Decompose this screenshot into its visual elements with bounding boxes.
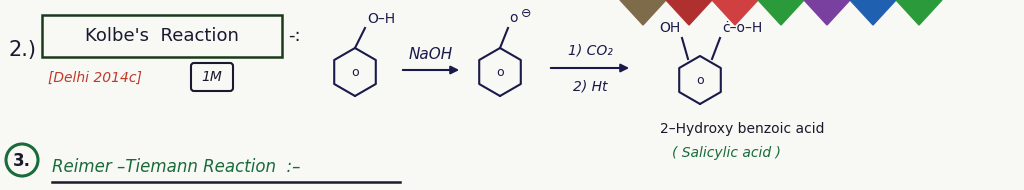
Text: Kolbe's  Reaction: Kolbe's Reaction bbox=[85, 27, 239, 45]
Polygon shape bbox=[620, 0, 666, 25]
Text: o: o bbox=[497, 66, 504, 79]
Text: Reimer –Tiemann Reaction  :–: Reimer –Tiemann Reaction :– bbox=[52, 158, 300, 176]
Text: ( Salicylic acid ): ( Salicylic acid ) bbox=[672, 146, 781, 160]
Text: ċ–o–H: ċ–o–H bbox=[722, 21, 762, 35]
Polygon shape bbox=[896, 0, 942, 25]
Polygon shape bbox=[804, 0, 850, 25]
Text: 2.): 2.) bbox=[8, 40, 36, 60]
Text: O–H: O–H bbox=[367, 12, 395, 26]
Text: 1) CO₂: 1) CO₂ bbox=[567, 44, 612, 58]
Polygon shape bbox=[850, 0, 896, 25]
Text: 1M: 1M bbox=[202, 70, 222, 84]
Polygon shape bbox=[712, 0, 758, 25]
Text: 2–Hydroxy benzoic acid: 2–Hydroxy benzoic acid bbox=[660, 122, 824, 136]
Text: 2) Ht: 2) Ht bbox=[572, 80, 607, 94]
Text: OH: OH bbox=[658, 21, 680, 35]
Text: -:: -: bbox=[288, 27, 301, 45]
Text: [Delhi 2014c]: [Delhi 2014c] bbox=[48, 71, 142, 85]
Polygon shape bbox=[758, 0, 804, 25]
Text: o: o bbox=[351, 66, 358, 79]
Polygon shape bbox=[666, 0, 712, 25]
Text: 3.: 3. bbox=[13, 152, 31, 170]
Text: o: o bbox=[696, 74, 703, 88]
Text: ⊖: ⊖ bbox=[521, 7, 531, 20]
Text: NaOH: NaOH bbox=[409, 47, 454, 62]
Bar bbox=[42, 15, 282, 57]
Text: o: o bbox=[509, 11, 517, 25]
